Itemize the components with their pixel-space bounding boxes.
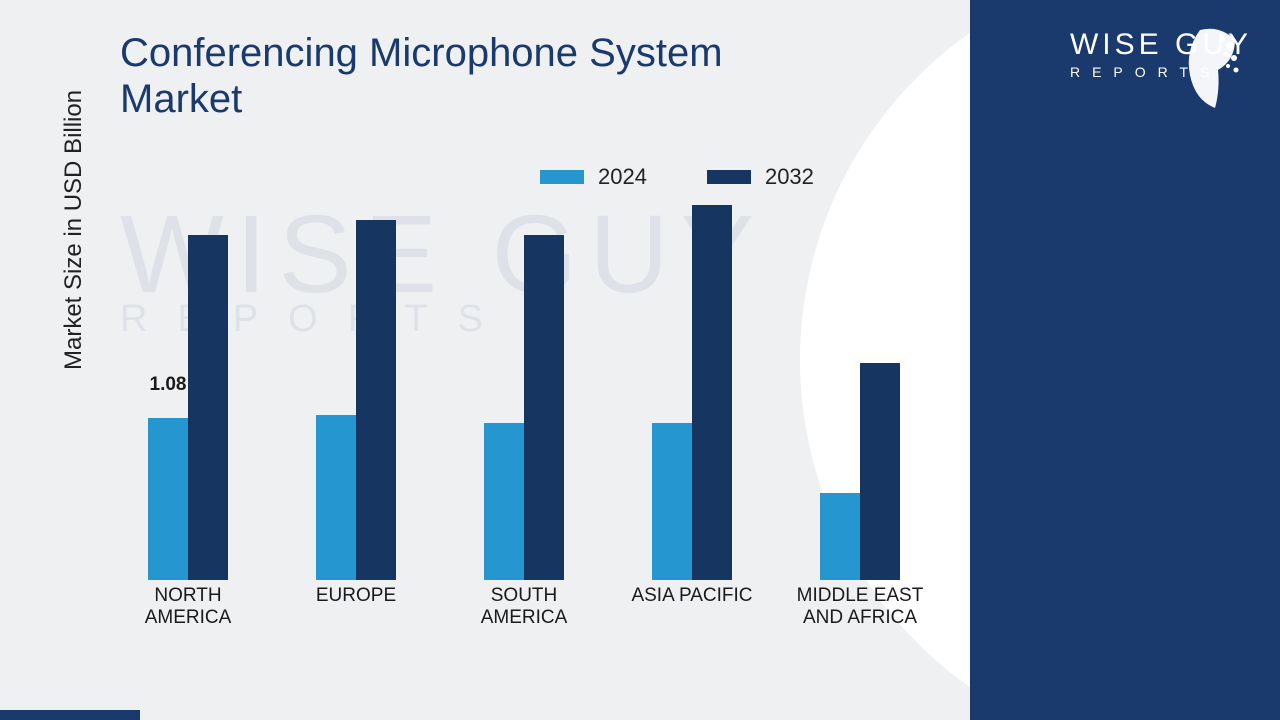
x-tick-label: NORTH AMERICA xyxy=(118,585,258,629)
y-axis-label: Market Size in USD Billion xyxy=(60,90,88,370)
brand-line1: WISE GUY xyxy=(1070,28,1252,62)
bar-2024 xyxy=(484,423,524,581)
bar-2032 xyxy=(860,363,900,581)
bar-value-label: 1.08 xyxy=(150,374,187,396)
bottom-accent-bar xyxy=(0,710,140,720)
legend-swatch-2024 xyxy=(540,170,584,184)
bar-2032 xyxy=(356,220,396,580)
x-tick-label: EUROPE xyxy=(286,585,426,607)
legend-item-2024: 2024 xyxy=(540,164,647,190)
brand-logo-text: WISE GUY REPORTS xyxy=(1070,28,1252,80)
x-tick-label: SOUTH AMERICA xyxy=(454,585,594,629)
bar-2024 xyxy=(316,415,356,580)
bar-2024 xyxy=(652,423,692,581)
chart-title: Conferencing Microphone System Market xyxy=(120,30,840,122)
legend-item-2032: 2032 xyxy=(707,164,814,190)
bar-2032 xyxy=(692,205,732,580)
legend-label-2024: 2024 xyxy=(598,164,647,190)
brand-line2: REPORTS xyxy=(1070,64,1252,80)
bar-2032 xyxy=(524,235,564,580)
x-tick-label: ASIA PACIFIC xyxy=(622,585,762,607)
bar-2024 xyxy=(148,418,188,580)
legend-swatch-2032 xyxy=(707,170,751,184)
x-tick-label: MIDDLE EAST AND AFRICA xyxy=(790,585,930,629)
legend-label-2032: 2032 xyxy=(765,164,814,190)
legend: 2024 2032 xyxy=(540,164,814,190)
bar-2024 xyxy=(820,493,860,580)
chart-canvas: Conferencing Microphone System Market WI… xyxy=(0,0,1280,720)
plot-area: 1.08 xyxy=(120,190,940,580)
bar-2032 xyxy=(188,235,228,580)
